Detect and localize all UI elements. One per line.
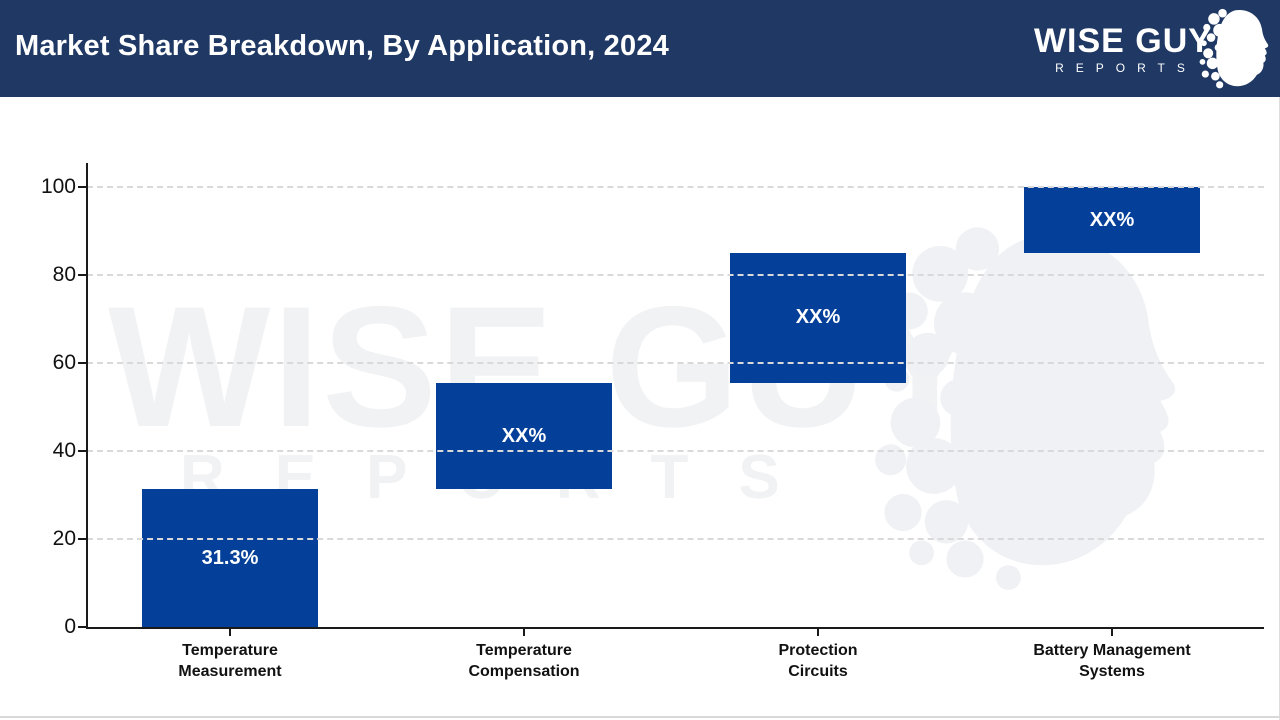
y-tick-mark [78,626,87,628]
x-axis-line [86,627,1264,629]
y-axis-tick-label: 0 [64,615,76,638]
category-line2: Systems [1079,663,1145,680]
category-line1: Battery Management [1033,642,1191,659]
page-title: Market Share Breakdown, By Application, … [15,30,669,62]
gridline-60 [87,362,1264,364]
category-line1: Temperature [182,642,278,659]
logo-text: WISE GUY REPORTS [1034,24,1212,75]
category-line2: Measurement [178,663,282,680]
x-tick-mark [229,629,231,636]
y-axis-line [86,163,88,629]
bottom-divider [0,716,1280,718]
x-tick-mark [523,629,525,636]
y-axis-tick-label: 100 [40,175,76,198]
bar-temperature-measurement: 31.3% [142,489,318,627]
logo-brand-label: WISE GUY [1033,21,1212,60]
y-tick-mark [78,274,87,276]
header-banner: Market Share Breakdown, By Application, … [0,0,1280,97]
y-tick-mark [78,362,87,364]
x-tick-mark [1111,629,1113,636]
category-line1: Protection [778,642,858,659]
gridline-80 [87,274,1264,276]
bar-value-label: XX% [501,424,547,447]
bar-battery-management-systems: XX% [1024,187,1200,253]
logo-sub-label: REPORTS [1055,60,1197,75]
y-tick-mark [78,450,87,452]
category-label-temperature-compensation: Temperature Compensation [377,640,671,682]
gridline-20 [87,538,1264,540]
y-axis-tick-label: 80 [52,263,76,286]
bar-value-label: XX% [1089,208,1135,231]
y-tick-mark [78,538,87,540]
category-label-temperature-measurement: Temperature Measurement [83,640,377,682]
x-tick-mark [817,629,819,636]
bar-value-label: XX% [795,306,841,329]
y-axis-tick-label: 40 [52,439,76,462]
wise-guy-reports-logo: WISE GUY REPORTS [1034,4,1272,94]
y-axis-tick-label: 60 [52,351,76,374]
gridline-100 [87,186,1264,188]
y-axis-tick-label: 20 [52,527,76,550]
category-line1: Temperature [476,642,572,659]
category-line2: Circuits [788,663,848,680]
gridline-40 [87,450,1264,452]
y-tick-mark [78,186,87,188]
category-label-protection-circuits: Protection Circuits [671,640,965,682]
bar-temperature-compensation: XX% [436,382,612,490]
bar-value-label: 31.3% [201,546,259,569]
category-line2: Compensation [468,663,580,680]
category-label-battery-management-systems: Battery Management Systems [965,640,1259,682]
face-dots-logo-icon [1199,8,1269,89]
